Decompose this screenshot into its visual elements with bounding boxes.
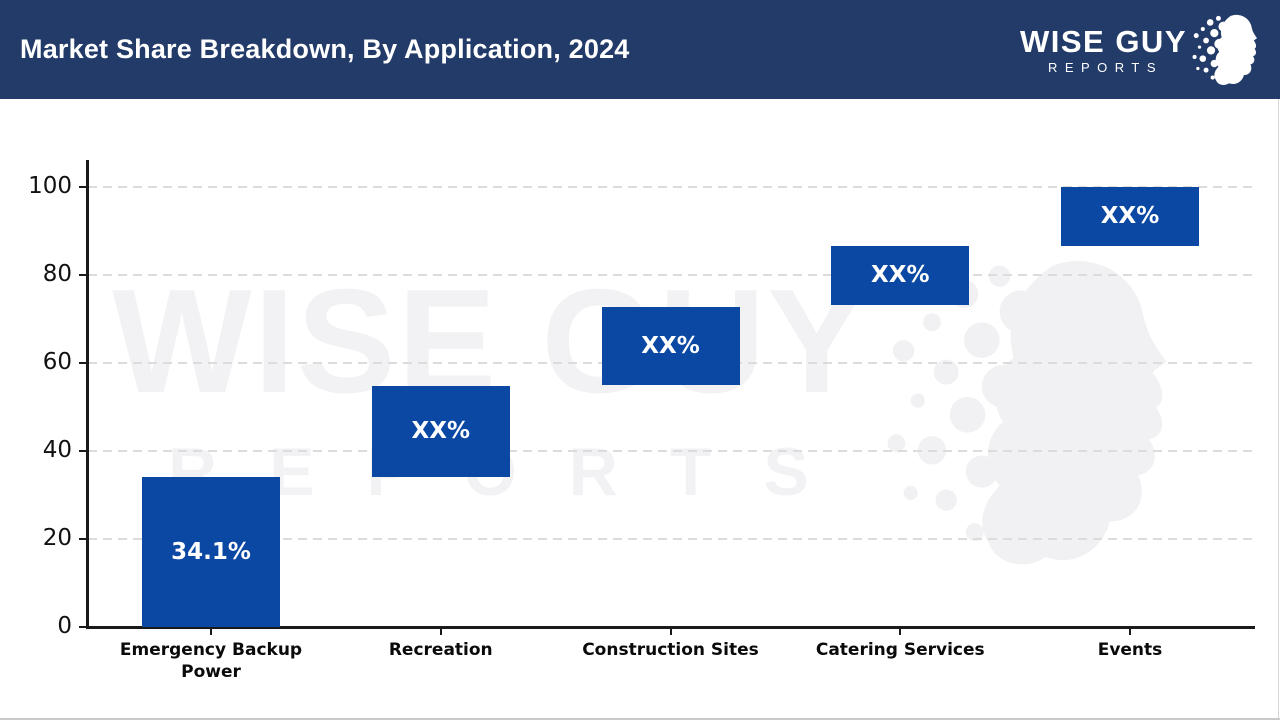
brand-logo: WISE GUY REPORTS: [1020, 7, 1262, 93]
y-tick-label-0: 0: [57, 613, 72, 639]
y-tick-mark-20: [79, 538, 87, 540]
x-axis-label-recreation: Recreation: [331, 639, 551, 661]
x-axis-label-text: Catering Services: [815, 640, 985, 660]
y-tick-mark-40: [79, 450, 87, 452]
bar-value-label-catering-services: XX%: [870, 262, 930, 289]
y-tick-label-40: 40: [42, 437, 72, 463]
x-tick-mark-recreation: [439, 629, 442, 635]
gridline-100: [88, 186, 1255, 188]
x-tick-mark-construction-sites: [669, 629, 672, 635]
y-tick-label-100: 100: [28, 173, 72, 199]
page-right-border: [1278, 99, 1279, 720]
bar-value-label-events: XX%: [1100, 203, 1160, 230]
y-tick-label-80: 80: [42, 261, 72, 287]
gridline-40: [88, 450, 1255, 452]
x-axis-label-events: Events: [1020, 639, 1240, 661]
x-tick-mark-catering-services: [899, 629, 902, 635]
x-axis-label-text: Events: [1097, 640, 1163, 660]
x-axis-label-text: Recreation: [388, 640, 493, 660]
x-axis-label-catering-services: Catering Services: [790, 639, 1010, 661]
x-tick-mark-emergency-backup-power: [210, 629, 212, 635]
bar-segment-catering-services: XX%: [831, 245, 970, 305]
page-bottom-border: [0, 718, 1280, 720]
y-tick-mark-100: [79, 186, 87, 188]
brand-name: WISE GUY: [1019, 23, 1187, 59]
bar-value-label-recreation: XX%: [411, 418, 470, 445]
x-axis-line: [86, 626, 1255, 629]
bar-segment-construction-sites: XX%: [601, 307, 740, 385]
bar-value-label-construction-sites: XX%: [641, 333, 700, 360]
y-tick-mark-80: [79, 274, 87, 276]
bar-segment-events: XX%: [1061, 187, 1199, 246]
y-axis-line: [86, 160, 89, 629]
bar-segment-recreation: XX%: [371, 385, 510, 477]
x-axis-label-emergency-backup-power: Emergency Backup Power: [101, 639, 321, 683]
dotted-face-logo-icon: [1188, 7, 1262, 93]
y-tick-label-60: 60: [42, 349, 72, 375]
y-tick-label-20: 20: [42, 525, 72, 551]
brand-subname: REPORTS: [1047, 59, 1164, 75]
chart-title: Market Share Breakdown, By Application, …: [20, 34, 630, 64]
brand-wordmark: WISE GUY REPORTS: [1020, 26, 1187, 74]
x-axis-label-text: Emergency Backup Power: [119, 640, 303, 683]
bar-value-label-emergency-backup-power: 34.1%: [171, 538, 251, 565]
gridline-80: [88, 274, 1255, 276]
x-tick-mark-events: [1129, 629, 1131, 635]
x-axis-label-text: Construction Sites: [582, 640, 759, 660]
bar-segment-emergency-backup-power: 34.1%: [142, 476, 280, 627]
header-bar: Market Share Breakdown, By Application, …: [0, 0, 1280, 99]
y-tick-mark-60: [79, 362, 87, 364]
gridline-20: [88, 538, 1255, 540]
y-tick-mark-0: [79, 626, 87, 628]
x-axis-label-construction-sites: Construction Sites: [561, 639, 781, 661]
